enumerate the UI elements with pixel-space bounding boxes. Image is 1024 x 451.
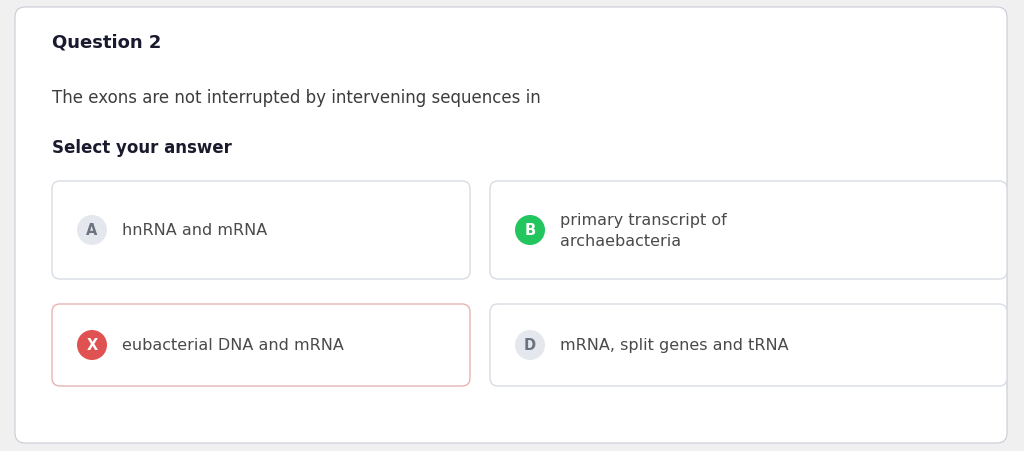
Text: X: X [86, 338, 97, 353]
Circle shape [77, 330, 106, 360]
Text: Select your answer: Select your answer [52, 139, 231, 156]
Text: hnRNA and mRNA: hnRNA and mRNA [122, 223, 267, 238]
Text: eubacterial DNA and mRNA: eubacterial DNA and mRNA [122, 338, 344, 353]
Circle shape [515, 216, 545, 245]
FancyBboxPatch shape [52, 304, 470, 386]
Text: mRNA, split genes and tRNA: mRNA, split genes and tRNA [560, 338, 788, 353]
FancyBboxPatch shape [15, 8, 1007, 443]
FancyBboxPatch shape [490, 304, 1007, 386]
Text: The exons are not interrupted by intervening sequences in: The exons are not interrupted by interve… [52, 89, 541, 107]
Text: Question 2: Question 2 [52, 33, 162, 51]
Text: primary transcript of
archaebacteria: primary transcript of archaebacteria [560, 212, 727, 249]
Text: D: D [524, 338, 536, 353]
Text: B: B [524, 223, 536, 238]
FancyBboxPatch shape [490, 182, 1007, 279]
Circle shape [77, 216, 106, 245]
Circle shape [515, 330, 545, 360]
FancyBboxPatch shape [52, 182, 470, 279]
Text: A: A [86, 223, 97, 238]
